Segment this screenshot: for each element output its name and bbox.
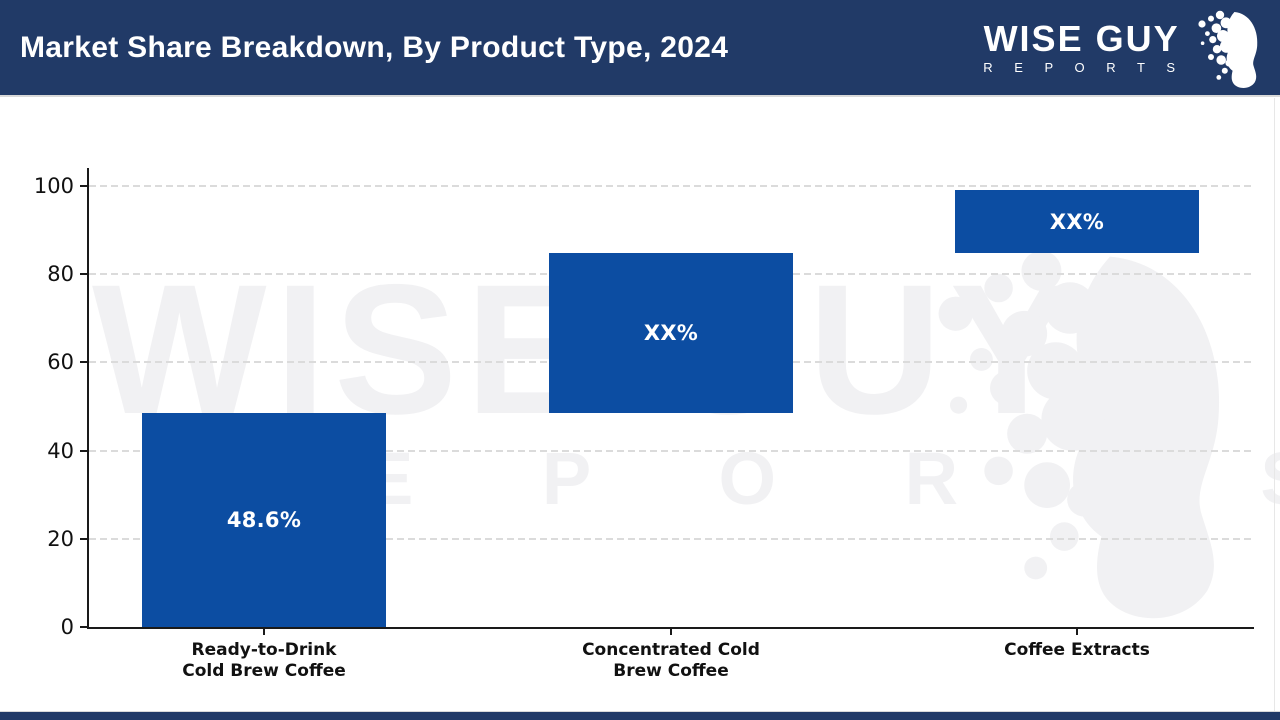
x-tick-label-line: Brew Coffee (613, 661, 729, 681)
y-axis-line (87, 168, 89, 629)
y-tick-label: 0 (60, 615, 74, 639)
bar-value-label: 48.6% (226, 507, 302, 532)
bar-value-label: XX% (1049, 209, 1105, 234)
logo-text: WISE GUY R E P O R T S (979, 20, 1184, 75)
y-tick-mark (80, 185, 87, 187)
x-tick-mark (263, 628, 265, 635)
logo-face-icon (1198, 10, 1258, 88)
y-tick-label: 40 (47, 438, 74, 463)
x-tick-label-line: Cold Brew Coffee (182, 661, 346, 681)
y-tick-label: 100 (33, 174, 74, 198)
x-tick-label-line: Ready-to-Drink (191, 640, 337, 660)
bar-segment: XX% (955, 189, 1199, 254)
bar-segment: 48.6% (142, 412, 386, 627)
x-tick-label: Coffee Extracts (912, 640, 1242, 661)
x-tick-mark (670, 628, 672, 635)
x-tick-label-line: Coffee Extracts (1004, 640, 1150, 660)
y-tick-label: 60 (47, 350, 74, 375)
x-tick-label: Concentrated Cold Brew Coffee (506, 640, 836, 682)
y-tick-mark (80, 449, 87, 452)
y-tick-mark (80, 626, 87, 628)
chart-title: Market Share Breakdown, By Product Type,… (20, 30, 729, 64)
bar-segment: XX% (549, 253, 793, 413)
wiseguy-logo: WISE GUY R E P O R T S (979, 6, 1262, 90)
bar-value-label: XX% (643, 320, 699, 345)
gridline-100 (89, 185, 1254, 187)
footer-bar (0, 711, 1280, 720)
gridline-40 (89, 449, 1254, 452)
logo-wordmark: WISE GUY (983, 18, 1180, 60)
header: Market Share Breakdown, By Product Type,… (0, 0, 1280, 97)
y-tick-label: 80 (47, 262, 74, 287)
x-tick-mark (1076, 628, 1078, 635)
y-tick-mark (80, 361, 87, 364)
y-tick-mark (80, 273, 87, 276)
watermark-face-icon (938, 250, 1220, 619)
y-tick-mark (80, 537, 87, 540)
y-tick-label: 20 (47, 526, 74, 551)
logo-subtext: R E P O R T S (983, 59, 1184, 75)
x-tick-label: Ready-to-Drink Cold Brew Coffee (99, 640, 429, 682)
gridline-20 (89, 537, 1254, 540)
right-border-hairline (1274, 98, 1275, 711)
x-tick-label-line: Concentrated Cold (582, 640, 760, 660)
